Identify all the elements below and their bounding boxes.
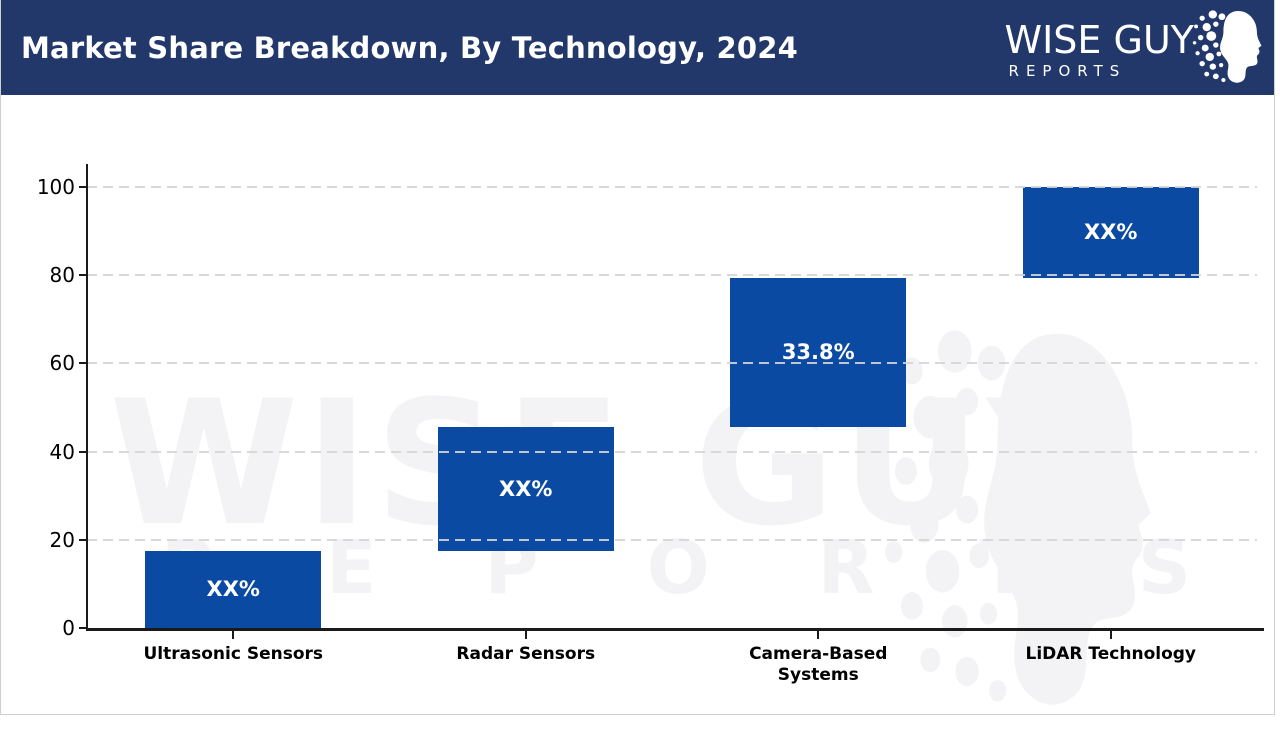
y-tick-mark — [79, 538, 87, 541]
logo-head-icon — [1192, 10, 1262, 83]
y-tick-label: 60 — [49, 351, 75, 376]
x-category-label: Radar Sensors — [456, 644, 596, 664]
x-category-label: Ultrasonic Sensors — [143, 644, 323, 664]
y-axis-line — [86, 164, 88, 630]
x-tick-mark — [1109, 631, 1112, 639]
y-tick-mark — [79, 186, 87, 188]
bar-value-label: XX% — [206, 577, 260, 602]
y-tick-label: 80 — [49, 263, 75, 288]
y-tick-mark — [79, 362, 87, 365]
x-tick-mark — [232, 631, 235, 639]
x-tick-mark — [524, 631, 527, 639]
y-tick-mark — [79, 274, 87, 277]
bar-camera-based-systems: 33.8% — [730, 277, 907, 427]
x-category-label: Camera-Based Systems — [749, 644, 888, 686]
chart-card: Market Share Breakdown, By Technology, 2… — [0, 0, 1275, 715]
header-bar: Market Share Breakdown, By Technology, 2… — [1, 0, 1274, 95]
logo-wiseguy-text: WISE GUY — [1004, 17, 1194, 62]
gridline-y20 — [87, 538, 1257, 541]
gridline-y40 — [87, 450, 1257, 453]
bar-value-label: XX% — [1084, 220, 1138, 245]
y-tick-label: 20 — [49, 527, 75, 552]
y-tick-mark — [79, 450, 87, 453]
bar-lidar-technology: XX% — [1022, 187, 1199, 278]
x-axis-line — [86, 628, 1264, 631]
y-tick-mark — [79, 627, 87, 629]
bar-radar-sensors: XX% — [437, 426, 614, 551]
bar-ultrasonic-sensors: XX% — [145, 550, 322, 628]
gridline-y80 — [87, 274, 1257, 277]
x-category-label: LiDAR Technology — [1025, 644, 1197, 664]
chart-area: WISE GUY REPORTS 020406080100XX%Ultrason… — [1, 95, 1274, 714]
y-tick-label: 100 — [36, 175, 75, 199]
x-tick-mark — [817, 631, 820, 639]
gridline-y100 — [87, 186, 1257, 188]
chart-title: Market Share Breakdown, By Technology, 2… — [21, 30, 799, 65]
bar-value-label: 33.8% — [781, 340, 855, 365]
wiseguy-logo: WISE GUY REPORTS — [1005, 6, 1266, 90]
logo-text: WISE GUY REPORTS — [1005, 21, 1194, 80]
logo-reports-text: REPORTS — [1008, 61, 1127, 80]
bar-value-label: XX% — [499, 476, 553, 501]
y-tick-label: 40 — [49, 439, 75, 464]
y-tick-label: 0 — [62, 616, 75, 640]
gridline-y60 — [87, 362, 1257, 365]
